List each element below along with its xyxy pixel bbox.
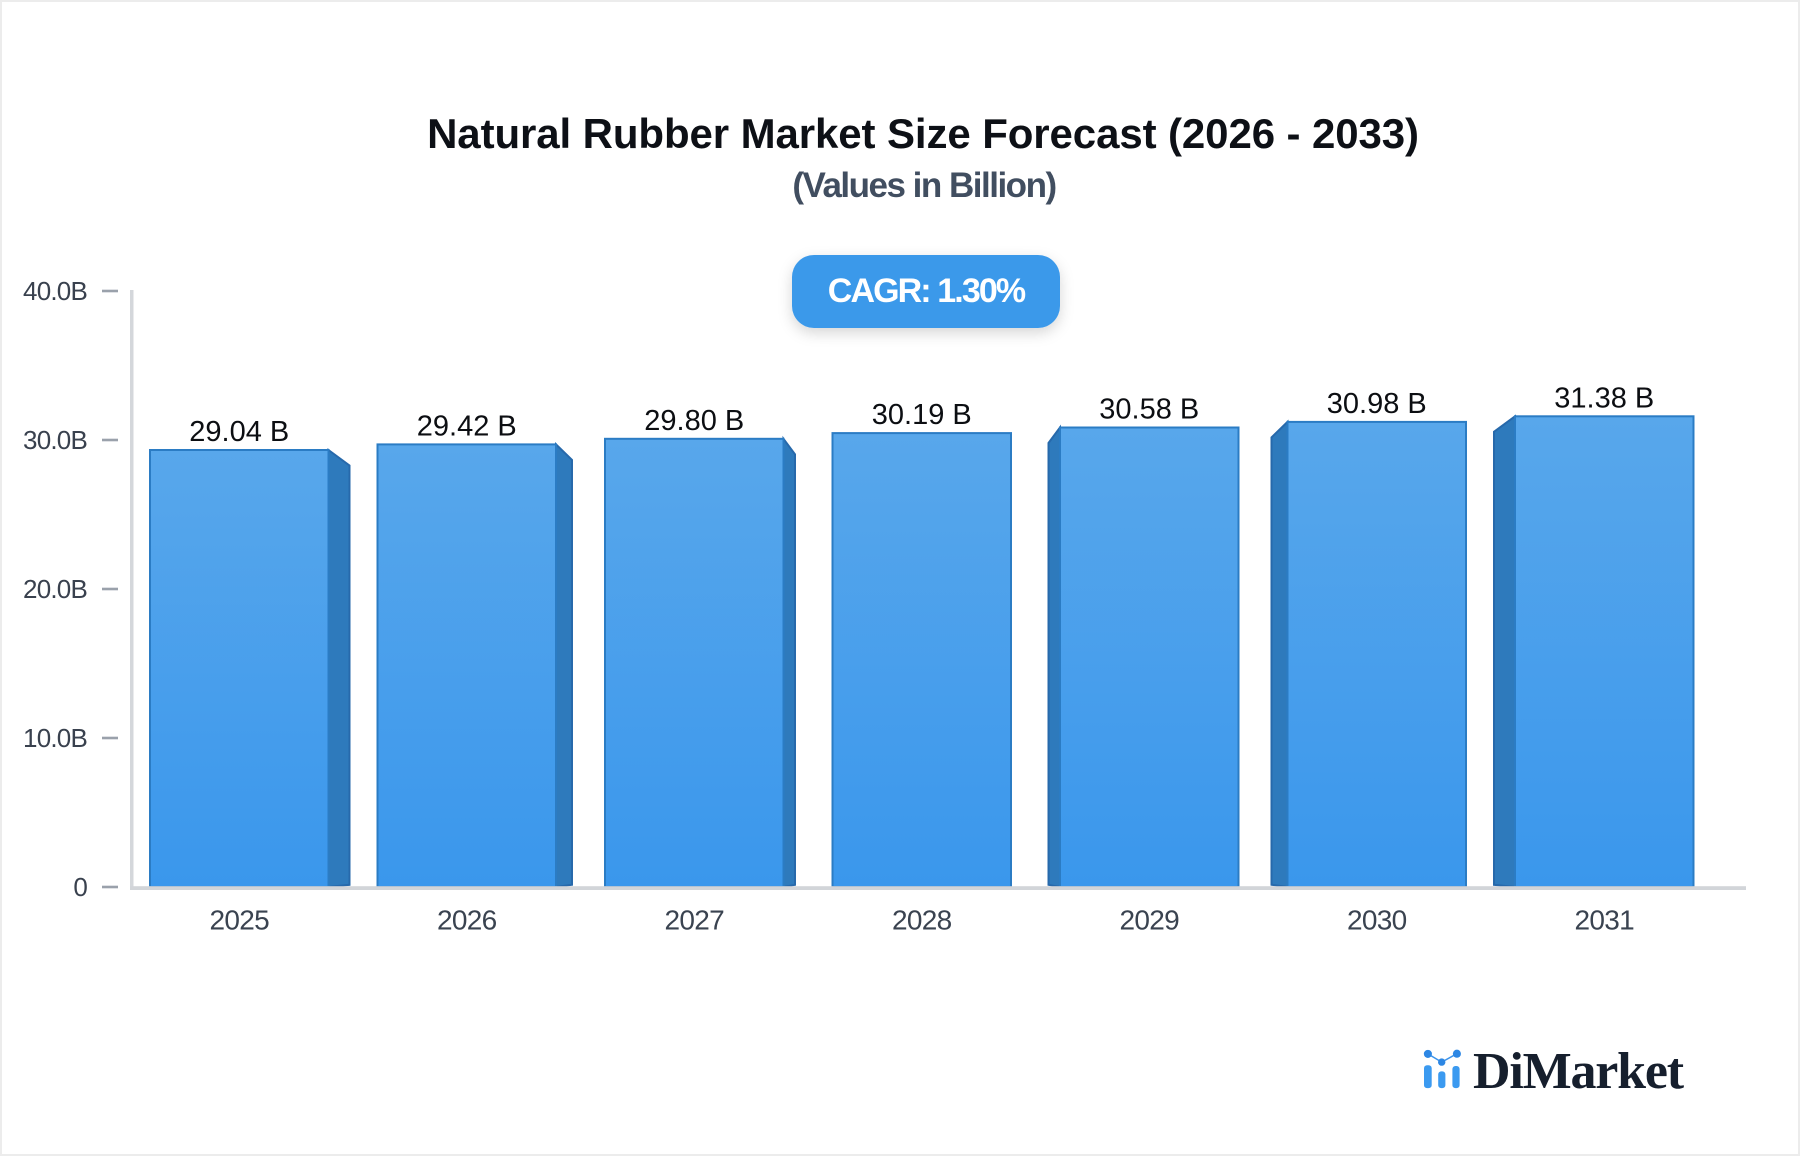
svg-text:30.58 B: 30.58 B [1099,394,1199,426]
svg-text:29.42 B: 29.42 B [417,410,517,442]
svg-text:2025: 2025 [210,904,270,935]
svg-text:0: 0 [73,872,87,902]
svg-text:DiMarket: DiMarket [1473,1043,1685,1100]
svg-text:2026: 2026 [437,904,497,935]
svg-text:29.04 B: 29.04 B [189,416,289,448]
svg-text:10.0B: 10.0B [23,723,87,753]
svg-text:31.38 B: 31.38 B [1554,382,1654,414]
svg-text:30.0B: 30.0B [23,425,87,455]
svg-text:40.0B: 40.0B [23,276,87,306]
svg-text:2030: 2030 [1347,904,1407,935]
svg-text:30.19 B: 30.19 B [872,399,972,431]
svg-text:2027: 2027 [665,904,725,935]
svg-text:CAGR: 1.30%: CAGR: 1.30% [828,272,1026,310]
svg-text:2029: 2029 [1120,904,1180,935]
svg-text:2031: 2031 [1575,904,1635,935]
svg-text:(Values in Billion): (Values in Billion) [792,166,1055,205]
svg-text:Natural Rubber Market Size For: Natural Rubber Market Size Forecast (202… [427,110,1419,157]
svg-text:29.80 B: 29.80 B [644,405,744,437]
svg-text:20.0B: 20.0B [23,574,87,604]
svg-text:30.98 B: 30.98 B [1327,388,1427,420]
svg-text:2028: 2028 [892,904,952,935]
